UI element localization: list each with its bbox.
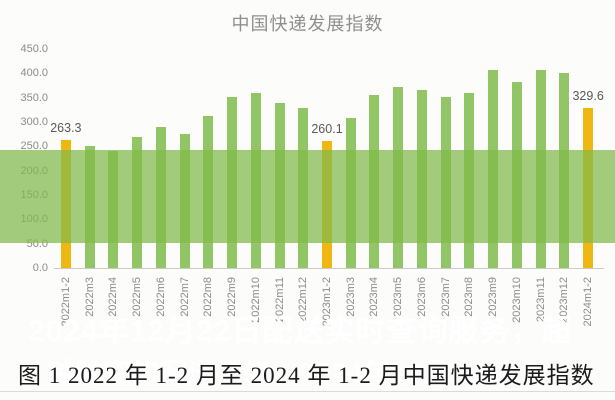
promo-overlay-banner: 2024年12月22日配送实时查询服务，超 越时空的配送之旅，2024年12月2… xyxy=(0,150,615,388)
chart-title: 中国快递发展指数 xyxy=(231,14,384,34)
y-axis-tick-label: 0.0 xyxy=(32,262,48,274)
bar-data-label: 329.6 xyxy=(572,88,604,103)
y-axis-tick-label: 400.0 xyxy=(20,67,48,80)
promo-overlay-text-line1: 2024年12月22日配送实时查询服务，超 xyxy=(28,315,573,348)
divider-line xyxy=(0,391,615,392)
y-axis-tick-label: 450.0 xyxy=(20,43,48,55)
y-axis-tick-label: 350.0 xyxy=(20,91,48,104)
figure-caption: 图 1 2022 年 1-2 月至 2024 年 1-2 月中国快递发展指数 xyxy=(18,363,595,388)
y-axis-tick-label: 250.0 xyxy=(20,140,48,153)
bar-data-label: 260.1 xyxy=(311,122,343,137)
x-axis-baseline xyxy=(54,268,604,269)
bar-data-label: 263.3 xyxy=(50,120,82,135)
promo-overlay-text-line2: 越时空的配送之旅，2024年12月22日 xyxy=(47,358,512,388)
x-axis-category-label: 2024m1-2 xyxy=(582,277,595,327)
y-axis-tick-label: 300.0 xyxy=(20,116,48,128)
